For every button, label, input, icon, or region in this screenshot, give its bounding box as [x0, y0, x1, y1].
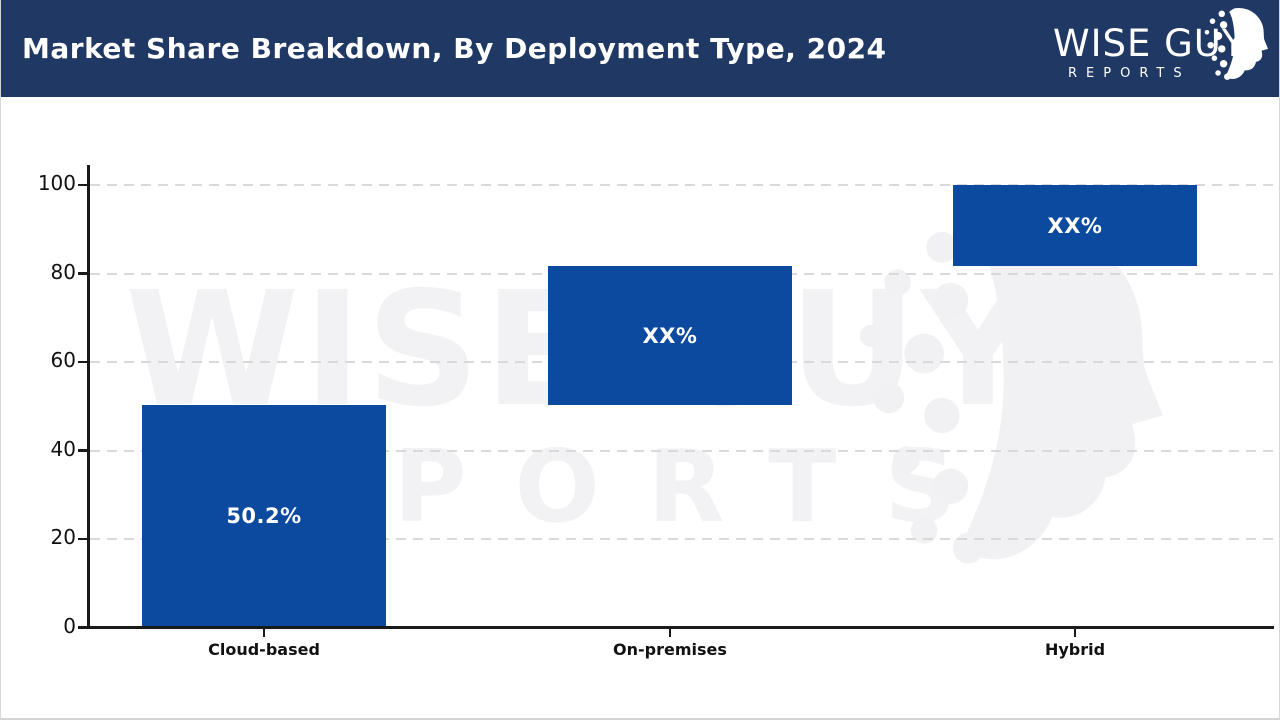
bar-value-label-on-premises: XX% — [642, 323, 698, 348]
y-tick-label-0: 0 — [63, 613, 76, 638]
y-axis-line — [87, 165, 90, 628]
category-label-cloud-based: Cloud-based — [208, 640, 320, 659]
gridline-40 — [90, 449, 1273, 452]
wiseguy-face-icon — [1204, 7, 1268, 80]
y-tick-label-20: 20 — [50, 525, 76, 550]
x-axis-line — [87, 626, 1274, 629]
page-title: Market Share Breakdown, By Deployment Ty… — [22, 32, 887, 65]
y-tick-mark-80 — [78, 272, 87, 275]
wiseguy-logo: WISE GUY REPORTS — [1010, 0, 1270, 97]
y-tick-mark-60 — [78, 360, 87, 364]
y-tick-label-40: 40 — [50, 436, 76, 461]
bar-on-premises: XX% — [548, 266, 792, 406]
bar-value-label-hybrid: XX% — [1047, 213, 1103, 238]
y-tick-mark-40 — [78, 449, 87, 452]
gridline-100 — [90, 184, 1273, 187]
logo-reports-text: REPORTS — [1068, 66, 1191, 81]
bar-hybrid: XX% — [953, 185, 1197, 267]
header-bar: Market Share Breakdown, By Deployment Ty… — [0, 0, 1280, 97]
x-tick-mark-on-premises — [668, 629, 672, 637]
bar-cloud-based: 50.2% — [142, 405, 386, 628]
category-label-hybrid: Hybrid — [1044, 640, 1106, 659]
y-tick-mark-100 — [78, 183, 87, 187]
y-tick-mark-0 — [78, 626, 87, 629]
x-tick-mark-cloud-based — [262, 629, 266, 637]
y-tick-label-80: 80 — [50, 259, 76, 284]
y-tick-label-60: 60 — [50, 348, 76, 373]
y-tick-label-100: 100 — [37, 171, 76, 196]
bar-value-label-cloud-based: 50.2% — [226, 504, 302, 529]
gridline-20 — [90, 538, 1273, 541]
y-tick-mark-20 — [78, 537, 87, 541]
x-tick-mark-hybrid — [1073, 629, 1077, 637]
category-label-on-premises: On-premises — [613, 640, 727, 659]
